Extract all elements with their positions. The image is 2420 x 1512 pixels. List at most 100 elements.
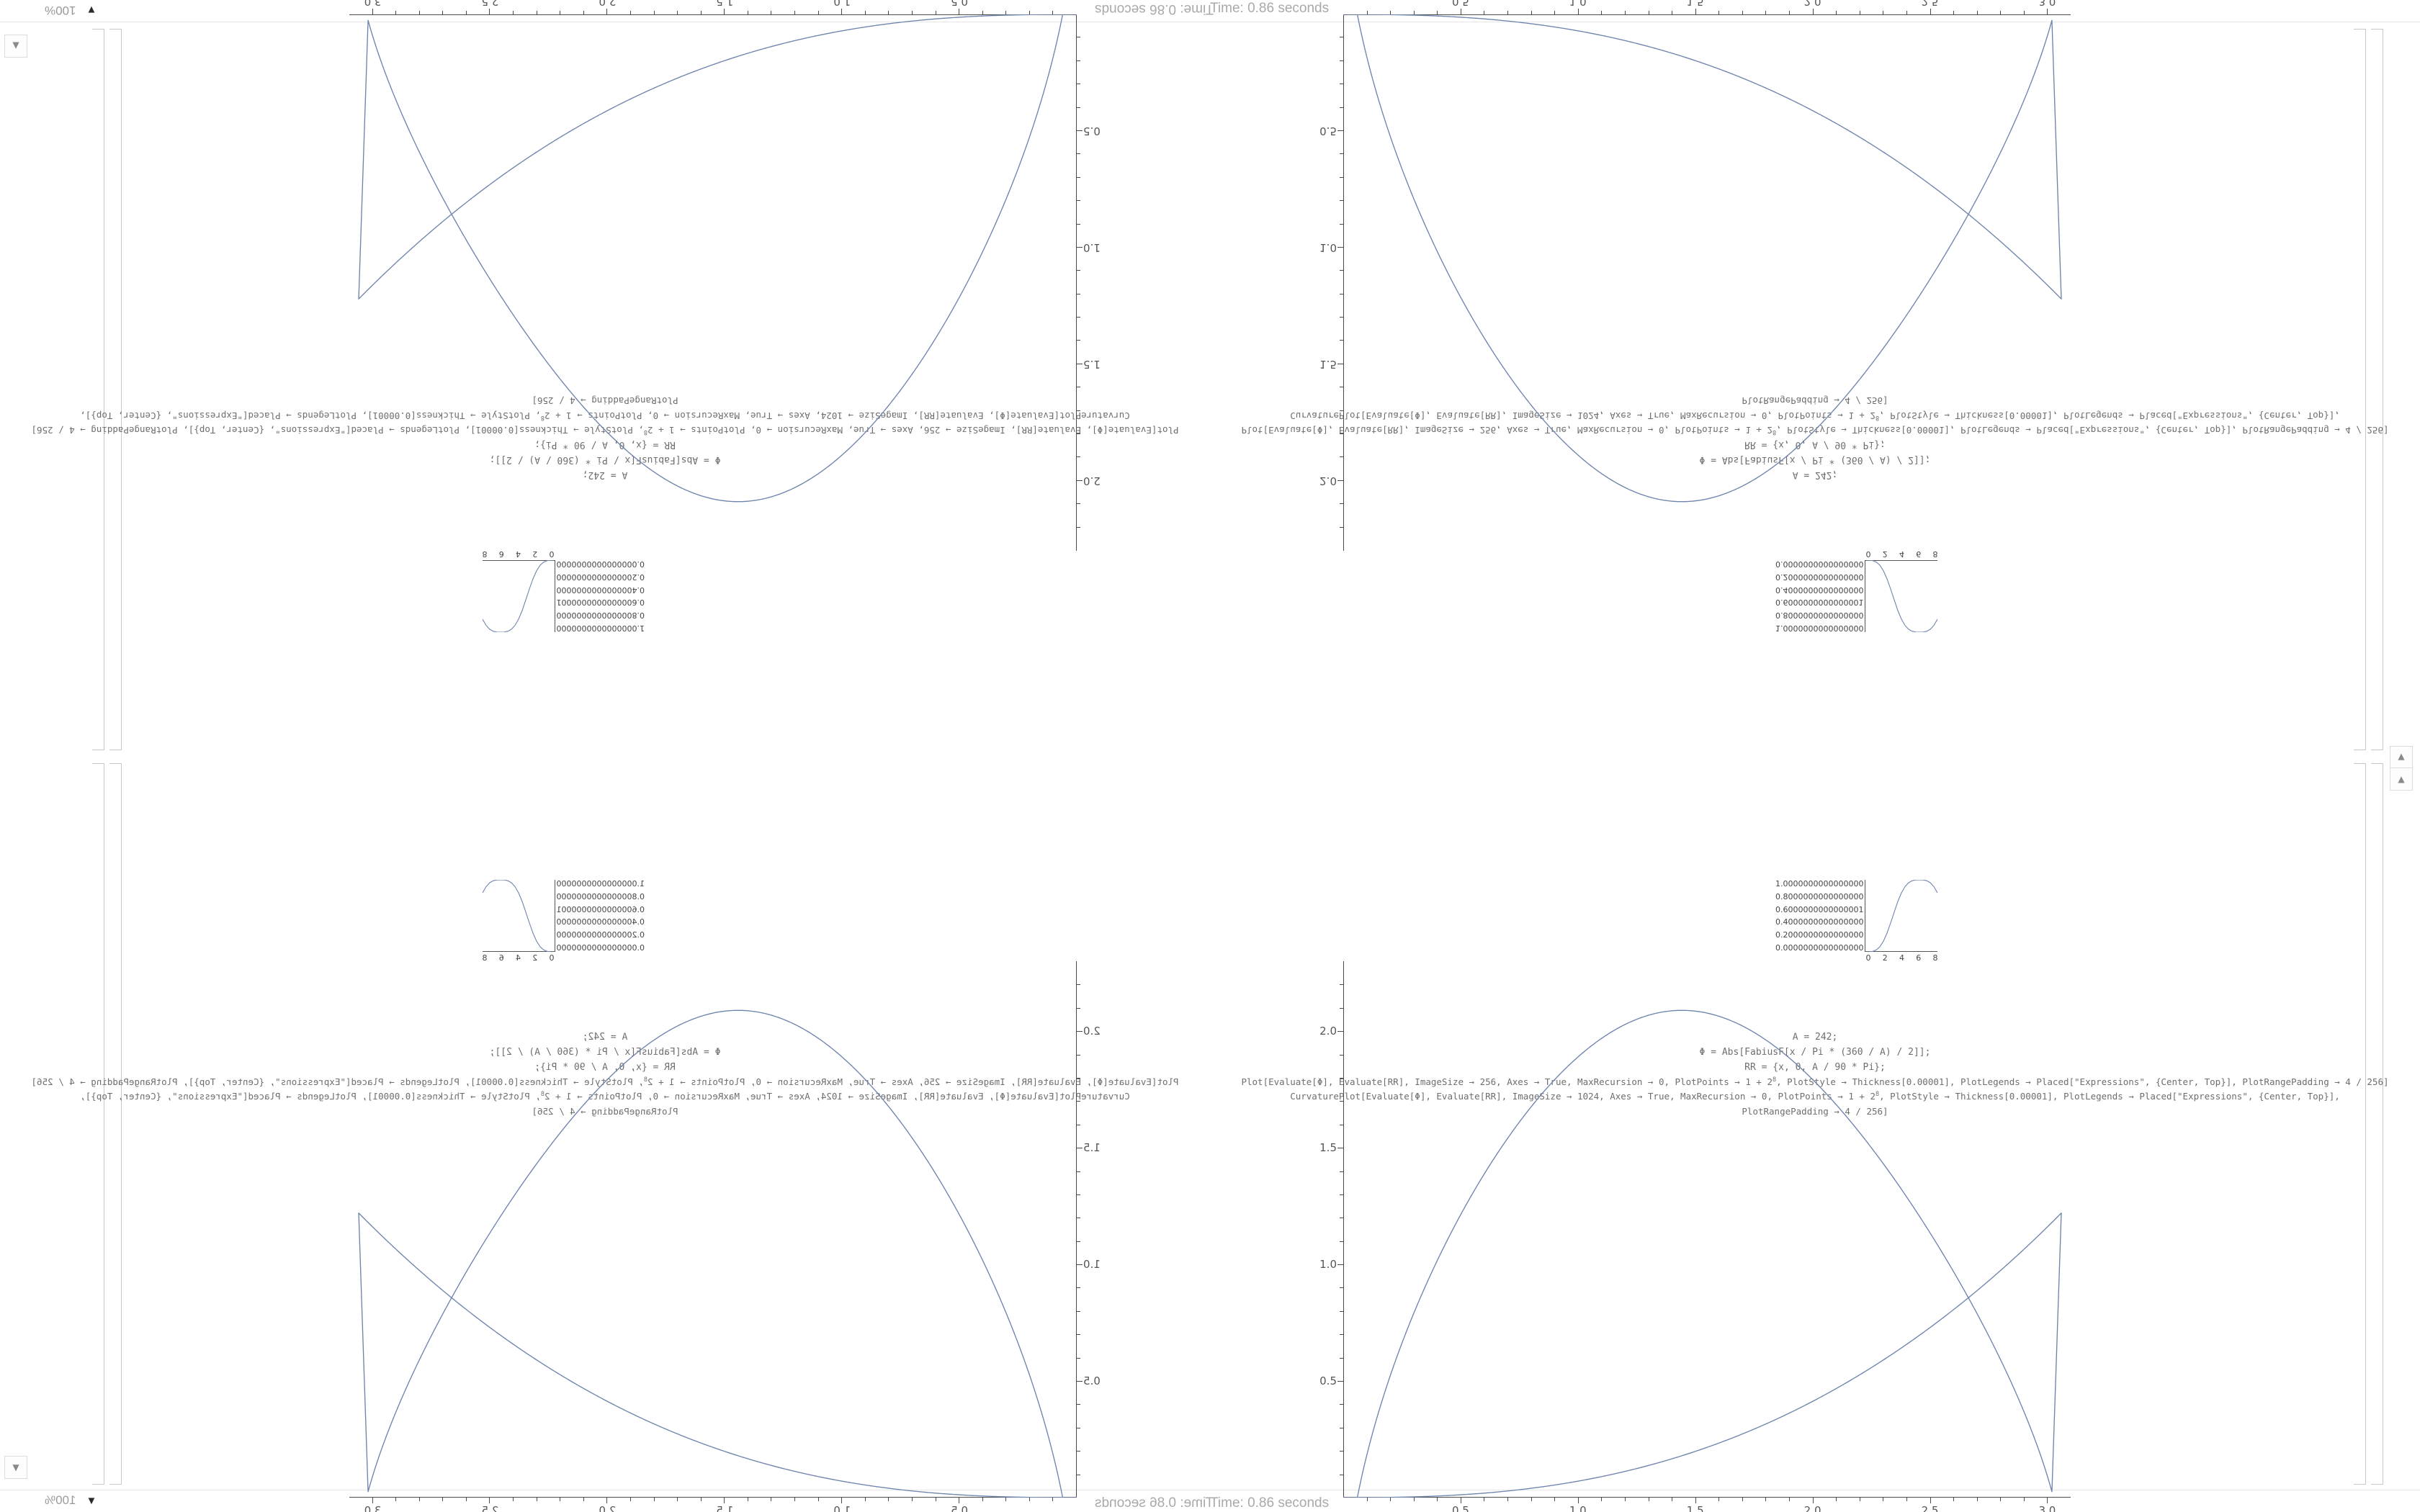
inset-curve xyxy=(1865,560,1938,632)
plot-y-minor-tick xyxy=(1077,503,1080,505)
plot-y-tick-mark xyxy=(1077,1381,1083,1382)
inset-y-tick-label: 0.6000000000000001 xyxy=(1775,904,1864,914)
exponent: 8 xyxy=(1875,1091,1880,1099)
plot-x-minor-tick xyxy=(629,1498,631,1501)
plot-x-minor-tick xyxy=(1836,11,1837,14)
status-time-bottom: Time: 0.86 seconds xyxy=(1210,1495,1330,1511)
plot-x-minor-tick xyxy=(513,11,514,14)
scroll-up-button-right[interactable]: ▲ xyxy=(2390,768,2413,791)
plot-y-minor-tick xyxy=(1077,60,1080,61)
plot-x-minor-tick xyxy=(1976,11,1978,14)
inset-y-tick-label: 0.0000000000000000 xyxy=(1775,559,1864,570)
inset-y-tick-label: 0.2000000000000000 xyxy=(556,572,645,582)
plot-y-minor-tick xyxy=(1077,456,1080,458)
plot-x-minor-tick xyxy=(1554,1498,1556,1501)
quadrant-content: Α = 242; Φ = Abs[FabiusF[x / Pi * (360 / … xyxy=(1210,756,2420,1512)
cell-bracket-inner-bottom-right[interactable] xyxy=(2354,763,2366,1485)
plot-y-minor-tick xyxy=(1340,526,1343,528)
code-line[interactable]: Α = 242; xyxy=(1792,1032,1838,1043)
plot-y-minor-tick xyxy=(1077,1357,1080,1359)
plot-x-minor-tick xyxy=(982,1498,983,1501)
plot-y-minor-tick xyxy=(1077,270,1080,271)
plot-x-minor-tick xyxy=(653,11,655,14)
plot-x-tick-label: 1.0 xyxy=(833,0,851,8)
plot-x-minor-tick xyxy=(794,1498,796,1501)
inset-y-tick-label: 0.4000000000000000 xyxy=(556,917,645,927)
code-line[interactable]: CurvaturePlot[Evaluate[Φ], Evaluate[RR],… xyxy=(1290,1091,2340,1102)
plot-x-tick-label: 1.5 xyxy=(716,1504,734,1512)
plot-y-minor-tick xyxy=(1077,1077,1080,1079)
curvature-plot: 0.5 1.0 1.5 2.0 0.5 1.0 1.5 2.0 2.5 3.0 xyxy=(349,0,1101,551)
code-line[interactable]: RR = {x, 0, Α / 90 * Pi}; xyxy=(1744,1062,1886,1074)
plot-x-tick-mark xyxy=(372,9,373,14)
plot-x-tick-mark xyxy=(1930,1498,1931,1503)
plot-y-minor-tick xyxy=(1340,1451,1343,1452)
inset-y-tick-labels: 1.0000000000000000 0.8000000000000000 0.60… xyxy=(1775,880,1865,952)
plot-x-minor-tick xyxy=(982,11,983,14)
plot-y-minor-tick xyxy=(1340,433,1343,435)
quadrant-content: Α = 242; Φ = Abs[FabiusF[x / Pi * (360 / … xyxy=(1210,0,2420,756)
code-line[interactable]: PlotRangePadding → 4 / 256] xyxy=(1742,1105,1888,1117)
plot-x-minor-tick xyxy=(1507,1498,1509,1501)
plot-x-minor-tick xyxy=(1836,1498,1837,1501)
plot-y-axis xyxy=(1343,961,1344,1498)
plot-x-minor-tick xyxy=(1554,11,1556,14)
plot-y-minor-tick xyxy=(1340,107,1343,108)
plot-y-minor-tick xyxy=(1340,246,1343,248)
plot-x-minor-tick xyxy=(1437,1498,1438,1501)
plot-x-tick-label: 0.5 xyxy=(951,0,969,8)
plot-x-minor-tick xyxy=(1953,11,1955,14)
code-line[interactable]: Φ = Abs[FabiusF[x / Pi * (360 / Α) / 2]]… xyxy=(1699,1047,1931,1058)
inset-y-tick-label: 0.2000000000000000 xyxy=(1775,572,1864,582)
plot-y-minor-tick xyxy=(1077,340,1080,341)
plot-y-minor-tick xyxy=(1077,1451,1080,1452)
plot-x-axis xyxy=(1343,1497,2071,1498)
plot-y-minor-tick xyxy=(1340,1334,1343,1336)
plot-y-minor-tick xyxy=(1077,1334,1080,1336)
cell-bracket-bottom-right[interactable] xyxy=(2371,763,2383,1485)
plot-y-tick-label: 1.5 xyxy=(1083,357,1101,371)
plot-y-minor-tick xyxy=(1077,176,1080,178)
inset-y-tick-label: 0.4000000000000000 xyxy=(556,585,645,595)
plot-y-tick-mark xyxy=(1337,1381,1343,1382)
plot-x-tick-mark xyxy=(841,1498,843,1503)
plot-y-minor-tick xyxy=(1077,1101,1080,1102)
code-line[interactable]: Plot[Evaluate[Φ], Evaluate[RR], ImageSiz… xyxy=(1241,1076,2389,1088)
plot-x-minor-tick xyxy=(1601,1498,1603,1501)
plot-x-minor-tick xyxy=(700,11,702,14)
plot-y-minor-tick xyxy=(1340,340,1343,341)
plot-x-tick-mark xyxy=(489,9,490,14)
plot-x-tick-label: 2.0 xyxy=(599,1504,617,1512)
curvature-plot: 0.5 1.0 1.5 2.0 0.5 1.0 1.5 2.0 2.5 3.0 xyxy=(1319,0,2071,551)
inset-y-tick-label: 1.0000000000000000 xyxy=(556,879,645,888)
inset-y-tick-label: 1.0000000000000000 xyxy=(556,624,645,633)
plot-x-minor-tick xyxy=(1765,11,1767,14)
plot-y-minor-tick xyxy=(1340,1101,1343,1102)
plot-y-minor-tick xyxy=(1077,317,1080,318)
plot-x-minor-tick xyxy=(513,1498,514,1501)
curvature-plot: 0.5 1.0 1.5 2.0 0.5 1.0 1.5 2.0 2.5 3.0 xyxy=(1319,961,2071,1512)
plot-x-minor-tick xyxy=(1624,11,1626,14)
code-block[interactable]: Α = 242; Φ = Abs[FabiusF[x / Pi * (360 / … xyxy=(1210,1030,2420,1119)
plot-x-minor-tick xyxy=(395,11,397,14)
inset-y-tick-label: 0.2000000000000000 xyxy=(1775,930,1864,940)
inset-curve xyxy=(1865,880,1938,952)
inset-y-tick-label: 1.0000000000000000 xyxy=(1775,879,1864,888)
inset-y-tick-label: 0.0000000000000000 xyxy=(556,942,645,953)
plot-y-tick-label: 1.0 xyxy=(1083,240,1101,254)
plot-x-tick-label: 0.5 xyxy=(1451,1504,1469,1512)
inset-x-tick-label: 6 xyxy=(1916,953,1922,963)
inset-curve xyxy=(482,880,555,952)
plot-y-minor-tick xyxy=(1077,410,1080,411)
plot-x-minor-tick xyxy=(794,11,796,14)
plot-x-tick-mark xyxy=(724,1498,725,1503)
plot-y-minor-tick xyxy=(1340,1077,1343,1079)
plot-y-minor-tick xyxy=(1077,1241,1080,1242)
inset-x-tick-label: 4 xyxy=(1899,953,1904,963)
plot-y-minor-tick xyxy=(1077,1171,1080,1172)
plot-x-tick-label: 0.5 xyxy=(951,1504,969,1512)
plot-x-tick-mark xyxy=(2047,9,2048,14)
plot-y-minor-tick xyxy=(1077,433,1080,435)
status-time-top: Time: 0.86 seconds xyxy=(1210,1,1330,16)
